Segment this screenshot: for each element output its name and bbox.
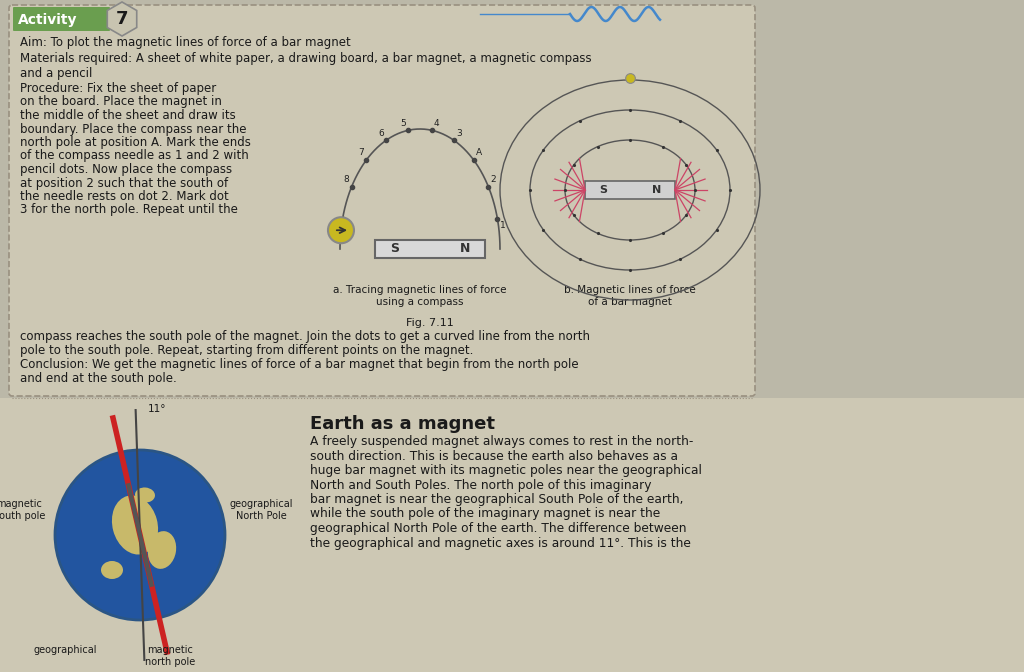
Text: north pole at position A. Mark the ends: north pole at position A. Mark the ends bbox=[20, 136, 251, 149]
Text: Materials required: A sheet of white paper, a drawing board, a bar magnet, a mag: Materials required: A sheet of white pap… bbox=[20, 52, 592, 80]
Text: N: N bbox=[460, 243, 470, 255]
Ellipse shape bbox=[101, 561, 123, 579]
Text: A: A bbox=[475, 149, 481, 157]
Text: S: S bbox=[390, 243, 399, 255]
Text: the geographical and magnetic axes is around 11°. This is the: the geographical and magnetic axes is ar… bbox=[310, 536, 691, 550]
Text: Procedure: Fix the sheet of paper: Procedure: Fix the sheet of paper bbox=[20, 82, 216, 95]
Ellipse shape bbox=[147, 531, 176, 569]
Text: boundary. Place the compass near the: boundary. Place the compass near the bbox=[20, 122, 247, 136]
Ellipse shape bbox=[135, 487, 155, 503]
Text: Activity: Activity bbox=[18, 13, 78, 27]
Text: compass reaches the south pole of the magnet. Join the dots to get a curved line: compass reaches the south pole of the ma… bbox=[20, 330, 590, 343]
Circle shape bbox=[328, 217, 354, 243]
Text: b. Magnetic lines of force
of a bar magnet: b. Magnetic lines of force of a bar magn… bbox=[564, 285, 696, 306]
Text: on the board. Place the magnet in: on the board. Place the magnet in bbox=[20, 95, 222, 108]
Bar bbox=[585, 181, 675, 199]
Bar bbox=[0, 398, 1024, 672]
Text: at position 2 such that the south of: at position 2 such that the south of bbox=[20, 177, 228, 190]
Bar bbox=[375, 240, 485, 258]
Text: Conclusion: We get the magnetic lines of force of a bar magnet that begin from t: Conclusion: We get the magnetic lines of… bbox=[20, 358, 579, 371]
Text: 2: 2 bbox=[490, 175, 497, 184]
Text: huge bar magnet with its magnetic poles near the geographical: huge bar magnet with its magnetic poles … bbox=[310, 464, 701, 477]
Ellipse shape bbox=[112, 495, 158, 554]
Text: Earth as a magnet: Earth as a magnet bbox=[310, 415, 495, 433]
Text: S: S bbox=[599, 185, 607, 195]
Text: 4: 4 bbox=[434, 119, 439, 128]
Text: Aim: To plot the magnetic lines of force of a bar magnet: Aim: To plot the magnetic lines of force… bbox=[20, 36, 351, 49]
Text: bar magnet is near the geographical South Pole of the earth,: bar magnet is near the geographical Sout… bbox=[310, 493, 683, 506]
Text: south direction. This is because the earth also behaves as a: south direction. This is because the ear… bbox=[310, 450, 678, 462]
Text: geographical
North Pole: geographical North Pole bbox=[230, 499, 294, 521]
Text: North and South Poles. The north pole of this imaginary: North and South Poles. The north pole of… bbox=[310, 478, 651, 491]
Text: 3 for the north pole. Repeat until the: 3 for the north pole. Repeat until the bbox=[20, 204, 238, 216]
Text: N: N bbox=[652, 185, 662, 195]
FancyBboxPatch shape bbox=[13, 7, 110, 31]
Text: 8: 8 bbox=[344, 175, 349, 184]
Text: 7: 7 bbox=[116, 10, 128, 28]
Text: pole to the south pole. Repeat, starting from different points on the magnet.: pole to the south pole. Repeat, starting… bbox=[20, 344, 473, 357]
Text: of the compass needle as 1 and 2 with: of the compass needle as 1 and 2 with bbox=[20, 149, 249, 163]
FancyBboxPatch shape bbox=[9, 5, 755, 396]
Text: 7: 7 bbox=[358, 149, 365, 157]
Text: 9: 9 bbox=[335, 220, 340, 230]
Text: A freely suspended magnet always comes to rest in the north-: A freely suspended magnet always comes t… bbox=[310, 435, 693, 448]
Text: geographical North Pole of the earth. The difference between: geographical North Pole of the earth. Th… bbox=[310, 522, 686, 535]
Text: 3: 3 bbox=[456, 129, 462, 138]
Text: the needle rests on dot 2. Mark dot: the needle rests on dot 2. Mark dot bbox=[20, 190, 228, 203]
Text: magnetic
south pole: magnetic south pole bbox=[0, 499, 45, 521]
Text: the middle of the sheet and draw its: the middle of the sheet and draw its bbox=[20, 109, 236, 122]
Text: geographical: geographical bbox=[33, 645, 96, 655]
Text: Fig. 7.11: Fig. 7.11 bbox=[407, 318, 454, 328]
Text: 5: 5 bbox=[400, 119, 407, 128]
Circle shape bbox=[55, 450, 225, 620]
Text: pencil dots. Now place the compass: pencil dots. Now place the compass bbox=[20, 163, 232, 176]
Text: while the south pole of the imaginary magnet is near the: while the south pole of the imaginary ma… bbox=[310, 507, 660, 521]
Text: a. Tracing magnetic lines of force
using a compass: a. Tracing magnetic lines of force using… bbox=[333, 285, 507, 306]
Text: 6: 6 bbox=[378, 129, 384, 138]
Text: and end at the south pole.: and end at the south pole. bbox=[20, 372, 177, 385]
Text: 11°: 11° bbox=[148, 404, 167, 414]
Text: magnetic
north pole: magnetic north pole bbox=[144, 645, 196, 667]
Text: 1: 1 bbox=[500, 220, 506, 230]
